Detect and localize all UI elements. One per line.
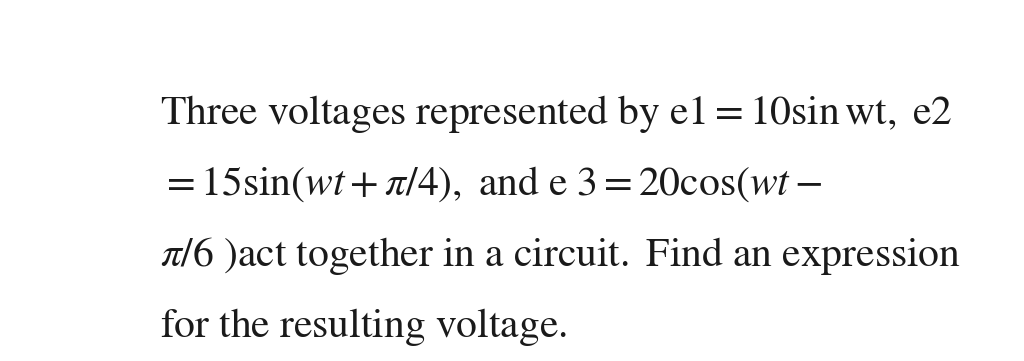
Text: $\pi/6\ \mathrm{)act\ together\ in\ a\ circuit.\ Find\ an\ expression}$: $\pi/6\ \mathrm{)act\ together\ in\ a\ c… xyxy=(160,235,961,277)
Text: $\mathrm{Three\ voltages\ represented\ by\ e1} = 10\sin \mathrm{wt,\ e2}$: $\mathrm{Three\ voltages\ represented\ b… xyxy=(160,93,952,135)
Text: $= 15\sin(wt + \pi/4)\mathrm{,\ and\ e\ 3} = 20\cos(wt-$: $= 15\sin(wt + \pi/4)\mathrm{,\ and\ e\ … xyxy=(160,164,822,204)
Text: $\mathrm{for\ the\ resulting\ voltage.}$: $\mathrm{for\ the\ resulting\ voltage.}$ xyxy=(160,306,567,348)
